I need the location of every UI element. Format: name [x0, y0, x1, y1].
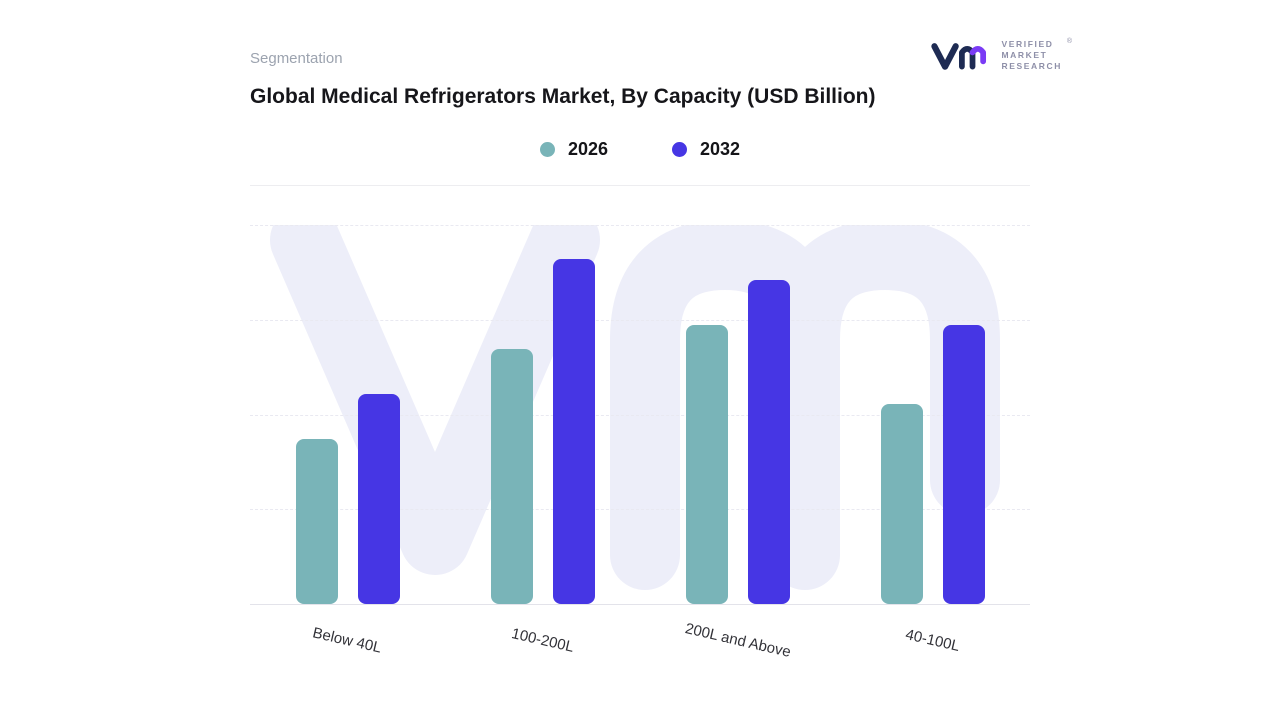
gridline — [250, 509, 1030, 511]
vm-watermark-icon — [270, 225, 1000, 590]
divider — [250, 185, 1030, 186]
vmr-logo-icon — [931, 43, 987, 70]
bar-2032-Below 40L — [357, 393, 400, 604]
legend-swatch-2032 — [672, 141, 687, 157]
legend-item-2032[interactable]: 2032 — [672, 139, 740, 160]
x-axis-label-cell: 40-100L — [835, 618, 1030, 655]
section-label: Segmentation — [250, 50, 343, 67]
legend-swatch-2026 — [539, 141, 555, 157]
x-axis-label: 100-200L — [509, 625, 576, 656]
legend-label: 2032 — [700, 138, 741, 159]
logo-line-verified: VERIFIED — [1001, 39, 1054, 50]
x-axis-label-cell: 200L and Above — [640, 618, 835, 661]
bar-2032-100-200L — [552, 259, 595, 604]
plot-area — [250, 225, 1030, 605]
bar-2026-40-100L — [880, 404, 923, 604]
bar-group-100-200L — [490, 225, 595, 604]
x-axis-label: Below 40L — [311, 624, 384, 657]
bar-group-40-100L — [880, 225, 985, 604]
bar-group-Below 40L — [295, 225, 400, 604]
legend-label: 2026 — [567, 138, 608, 159]
vmr-logo: ® VERIFIED MARKET RESEARCH — [930, 38, 1072, 74]
registered-mark: ® — [1066, 38, 1072, 46]
bar-group-200L and Above — [685, 225, 790, 604]
vmr-logo-text: ® VERIFIED MARKET RESEARCH — [1001, 38, 1072, 71]
bar-2026-100-200L — [490, 349, 533, 604]
x-axis-label-cell: Below 40L — [250, 618, 445, 656]
gridline — [250, 225, 1030, 226]
bar-2026-Below 40L — [295, 438, 338, 604]
logo-line-research: RESEARCH — [1001, 60, 1062, 71]
x-axis-label: 40-100L — [903, 626, 962, 655]
legend-item-2026[interactable]: 2026 — [539, 138, 608, 160]
gridline — [250, 319, 1030, 321]
chart-title: Global Medical Refrigerators Market, By … — [250, 85, 876, 108]
bar-2032-40-100L — [942, 324, 985, 604]
bars-layer — [250, 225, 1030, 604]
gridline — [250, 414, 1030, 416]
bar-2032-200L and Above — [747, 280, 790, 604]
bar-2026-200L and Above — [685, 324, 728, 604]
x-axis-label: 200L and Above — [683, 620, 792, 661]
legend: 2026 2032 — [250, 134, 1030, 164]
x-axis-label-cell: 100-200L — [445, 618, 640, 656]
x-axis-labels: Below 40L 100-200L 200L and Above 40-100L — [250, 618, 1030, 688]
logo-line-market: MARKET — [1001, 50, 1048, 61]
